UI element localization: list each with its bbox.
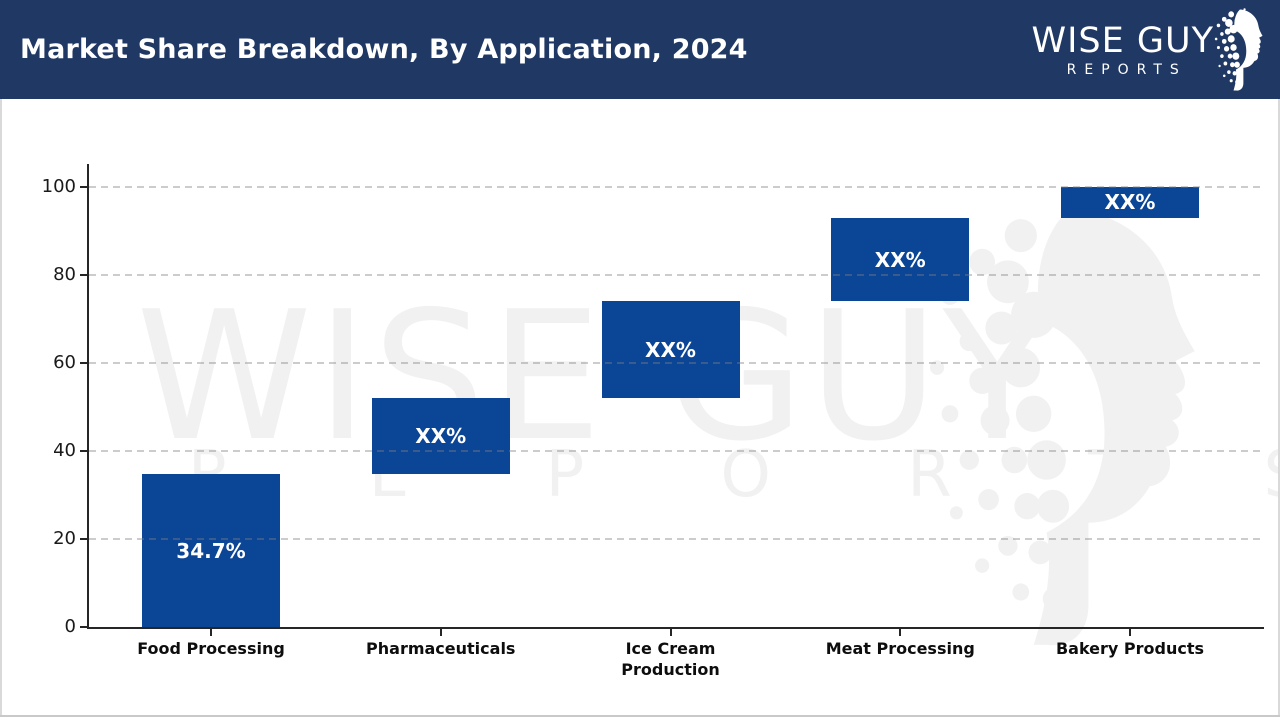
brand-logo-subtitle: REPORTS xyxy=(1066,61,1187,78)
y-tick-label: 40 xyxy=(53,440,76,461)
x-tick-label-ice-cream-production: Ice Cream Production xyxy=(621,639,720,679)
watermark-head-logo-icon xyxy=(929,202,1195,646)
x-tick-mark xyxy=(439,629,442,636)
watermark-text-wise-guy: WISE GUY xyxy=(136,273,1056,480)
bar-value-label: XX% xyxy=(1104,190,1156,215)
x-tick-mark xyxy=(899,629,902,636)
y-tick-label: 20 xyxy=(53,528,76,549)
chart-title: Market Share Breakdown, By Application, … xyxy=(20,34,748,65)
y-tick-mark xyxy=(80,362,89,364)
x-tick-label-meat-processing: Meat Processing xyxy=(825,639,975,658)
frame-border-bottom xyxy=(0,715,1280,717)
brand-head-icon xyxy=(1214,8,1263,91)
bar-pharmaceuticals xyxy=(371,398,510,475)
x-tick-mark xyxy=(1129,629,1131,636)
gridline-80 xyxy=(89,274,1264,276)
y-tick-mark xyxy=(80,538,89,540)
y-tick-mark xyxy=(80,450,89,452)
gridline-100 xyxy=(89,186,1264,188)
x-tick-label-pharmaceuticals: Pharmaceuticals xyxy=(366,639,516,658)
bar-bakery-products xyxy=(1061,187,1199,218)
gridline-40 xyxy=(89,450,1264,452)
brand-logo: WISE GUY REPORTS xyxy=(1031,8,1266,92)
y-axis xyxy=(87,164,89,629)
x-tick-label-food-processing: Food Processing xyxy=(137,639,285,658)
brand-logo-text: WISE GUY REPORTS xyxy=(1031,20,1214,78)
bar-meat-processing xyxy=(831,217,970,302)
bar-food-processing xyxy=(142,474,280,627)
bar-value-label: XX% xyxy=(874,247,926,272)
header-bar: Market Share Breakdown, By Application, … xyxy=(0,0,1280,99)
y-tick-label: 80 xyxy=(53,264,76,285)
x-axis xyxy=(87,627,1264,629)
frame-border-left xyxy=(0,99,2,716)
x-tick-mark xyxy=(669,629,672,636)
x-tick-mark xyxy=(210,629,212,636)
x-tick-label-bakery-products: Bakery Products xyxy=(1055,639,1205,658)
y-tick-label: 0 xyxy=(64,616,76,637)
gridline-60 xyxy=(89,362,1264,364)
bar-value-label: 34.7% xyxy=(176,538,246,563)
y-tick-label: 100 xyxy=(41,176,76,197)
bar-value-label: XX% xyxy=(645,337,696,362)
gridline-20 xyxy=(89,538,1264,540)
y-tick-mark xyxy=(80,626,89,628)
y-tick-mark xyxy=(80,186,89,188)
y-tick-mark xyxy=(80,274,89,276)
bar-ice-cream-production xyxy=(601,301,740,399)
brand-logo-name: WISE GUY xyxy=(1031,20,1214,61)
y-tick-label: 60 xyxy=(53,352,76,373)
bar-value-label: XX% xyxy=(415,424,467,449)
frame-border-right xyxy=(1278,99,1280,716)
